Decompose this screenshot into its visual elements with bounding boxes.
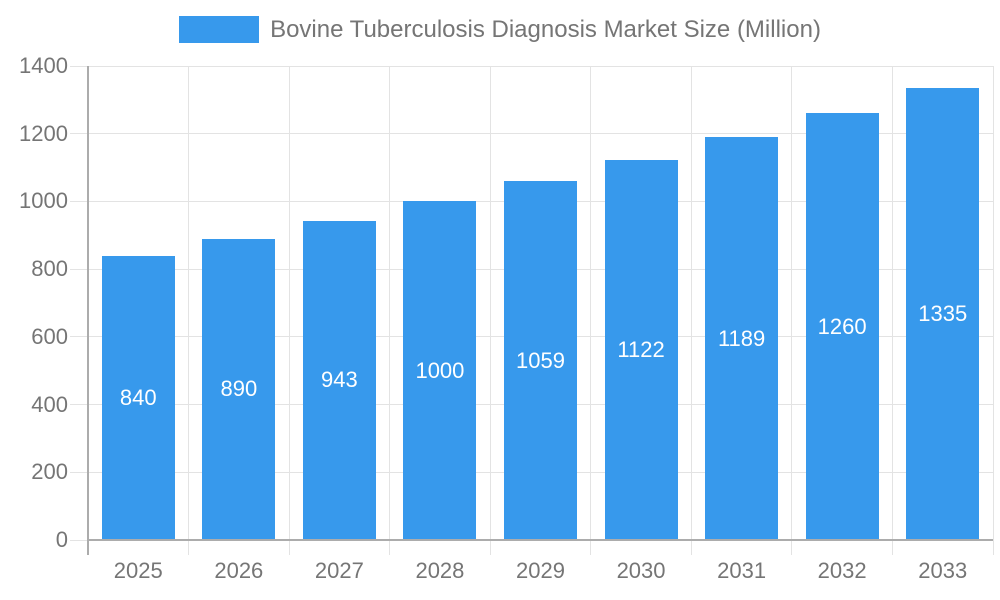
x-gridline: [288, 66, 290, 555]
x-gridline: [590, 66, 592, 555]
y-axis-tick-label: 1200: [19, 120, 68, 146]
y-axis-tick-label: 600: [31, 323, 68, 349]
bar-value-label: 1059: [516, 347, 565, 373]
legend-label: Bovine Tuberculosis Diagnosis Market Siz…: [270, 16, 821, 43]
x-axis-tick-label: 2033: [918, 558, 968, 583]
bar-value-label: 943: [321, 367, 358, 393]
x-axis-tick-label: 2026: [214, 558, 264, 583]
bar-value-label: 1000: [415, 357, 465, 383]
x-gridline: [188, 66, 190, 555]
y-axis-tick-label: 1400: [19, 53, 68, 78]
x-axis-tick-label: 2031: [717, 558, 767, 583]
bar-value-label: 1189: [717, 325, 766, 351]
bar-2029[interactable]: 1059: [504, 181, 577, 540]
y-axis-line: [87, 66, 89, 555]
bar-2028[interactable]: 1000: [403, 201, 477, 540]
x-axis-tick-label: 2030: [616, 558, 666, 583]
x-axis-tick-label: 2028: [415, 558, 465, 583]
y-axis-tick-label: 800: [31, 256, 68, 282]
bar-2031[interactable]: 1189: [705, 137, 779, 540]
legend-swatch: [179, 16, 260, 43]
y-axis-tick-label: 400: [31, 391, 68, 417]
bar-2032[interactable]: 1260: [805, 113, 879, 540]
bar-2026[interactable]: 890: [202, 238, 276, 540]
x-gridline: [690, 66, 692, 555]
bar-2030[interactable]: 1122: [604, 160, 678, 540]
x-axis-tick-label: 2032: [817, 558, 867, 583]
y-axis-tick-label: 0: [55, 527, 68, 552]
x-axis-line: [88, 539, 993, 541]
x-axis-tick-label: 2025: [113, 558, 163, 583]
legend-item[interactable]: Bovine Tuberculosis Diagnosis Market Siz…: [0, 15, 1000, 44]
bar-value-label: 890: [220, 376, 258, 402]
x-gridline: [389, 66, 391, 555]
bar-2025[interactable]: 840: [101, 255, 175, 540]
bar-2027[interactable]: 943: [302, 220, 376, 540]
x-axis-tick-label: 2027: [314, 558, 364, 583]
x-gridline: [891, 66, 893, 555]
x-gridline: [992, 66, 994, 555]
bar-2033[interactable]: 1335: [906, 88, 980, 540]
y-gridline: [70, 133, 993, 135]
y-axis-tick-label: 1000: [19, 188, 68, 214]
bar-value-label: 1335: [918, 300, 968, 326]
x-gridline: [791, 66, 793, 555]
y-axis-tick-label: 200: [31, 459, 68, 485]
y-gridline: [70, 65, 993, 67]
x-axis-tick-label: 2029: [516, 558, 565, 583]
bar-value-label: 840: [119, 384, 157, 410]
bar-value-label: 1122: [617, 337, 665, 363]
x-gridline: [489, 66, 491, 555]
bar-value-label: 1260: [817, 313, 867, 339]
